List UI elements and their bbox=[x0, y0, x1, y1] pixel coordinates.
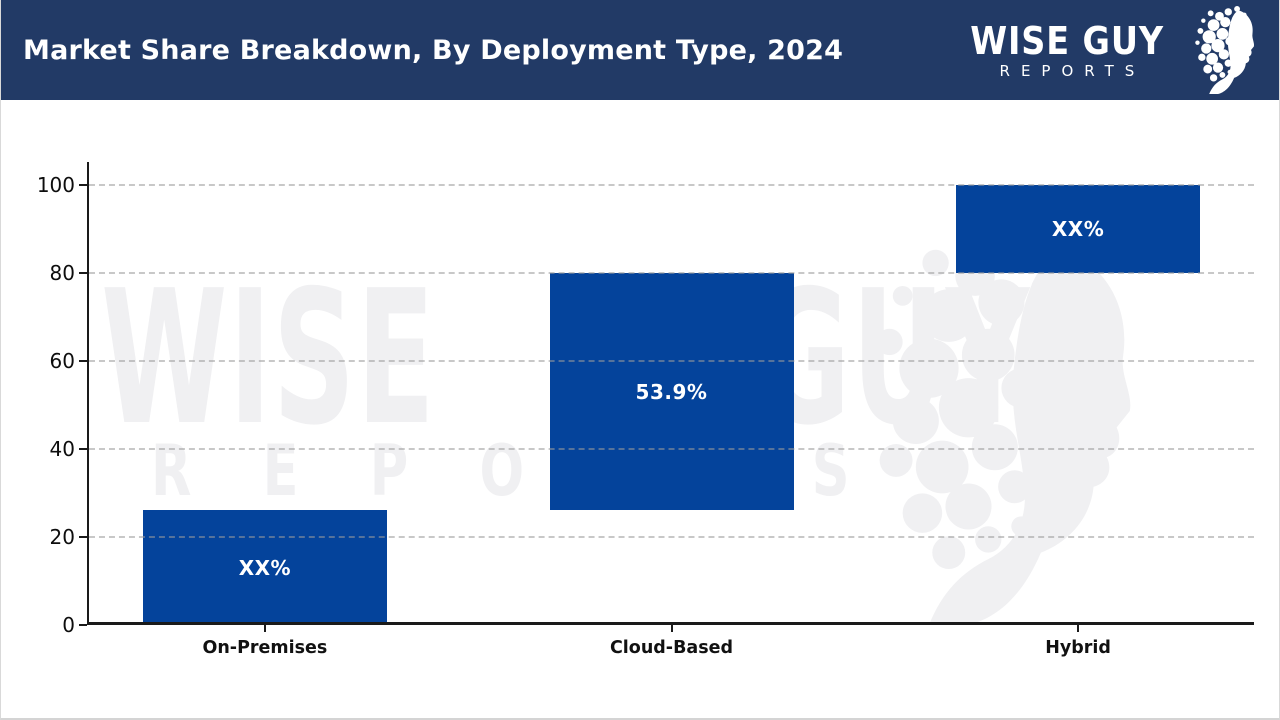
bar: XX% bbox=[956, 185, 1201, 273]
logo-brand-subtitle: REPORTS bbox=[999, 61, 1146, 80]
plot-area: 0 20 40 60 80 100 XX% On-Premises 53.9% Cloud-Bas… bbox=[37, 162, 1254, 658]
chart-title: Market Share Breakdown, By Deployment Ty… bbox=[23, 34, 844, 66]
x-tick-mark bbox=[263, 625, 266, 632]
y-tick-mark bbox=[79, 360, 87, 362]
x-tick-label: Hybrid bbox=[1045, 638, 1111, 658]
x-tick-label: On-Premises bbox=[202, 638, 328, 658]
y-tick-label: 80 bbox=[49, 261, 75, 285]
bar-value-label: XX% bbox=[238, 555, 292, 580]
logo-brand-name: WISE GUY bbox=[970, 18, 1164, 63]
gridline bbox=[89, 448, 1254, 450]
y-tick-mark bbox=[79, 536, 87, 538]
x-tick-label: Cloud-Based bbox=[609, 638, 734, 658]
bar-value-label: XX% bbox=[1051, 217, 1105, 241]
y-tick-label: 100 bbox=[36, 173, 75, 197]
y-tick-label: 20 bbox=[49, 525, 75, 549]
header-bar: Market Share Breakdown, By Deployment Ty… bbox=[1, 0, 1279, 100]
y-axis-line bbox=[87, 162, 89, 625]
y-tick-mark bbox=[79, 624, 87, 626]
bar: 53.9% bbox=[549, 273, 794, 511]
logo-text: WISE GUY REPORTS bbox=[957, 22, 1177, 79]
x-tick-mark bbox=[670, 625, 673, 632]
logo-head-icon bbox=[1181, 6, 1255, 94]
gridline bbox=[89, 184, 1254, 186]
y-tick-label: 60 bbox=[49, 349, 75, 373]
y-tick-mark bbox=[79, 272, 87, 274]
y-tick-mark bbox=[79, 448, 87, 450]
gridline bbox=[89, 272, 1254, 274]
gridline bbox=[89, 536, 1254, 538]
y-tick-label: 40 bbox=[49, 437, 75, 461]
bar: XX% bbox=[142, 510, 387, 625]
gridline bbox=[89, 360, 1254, 362]
x-axis-line bbox=[87, 622, 1254, 625]
wise-guy-logo: WISE GUY REPORTS bbox=[957, 6, 1255, 94]
bar-value-label: 53.9% bbox=[635, 379, 708, 404]
x-tick-mark bbox=[1077, 625, 1080, 632]
y-tick-label: 0 bbox=[62, 613, 75, 637]
y-tick-mark bbox=[79, 184, 87, 186]
chart-area: WISE GUY REPORTS 0 20 40 60 80 100 XX% On-Premi… bbox=[1, 100, 1279, 718]
